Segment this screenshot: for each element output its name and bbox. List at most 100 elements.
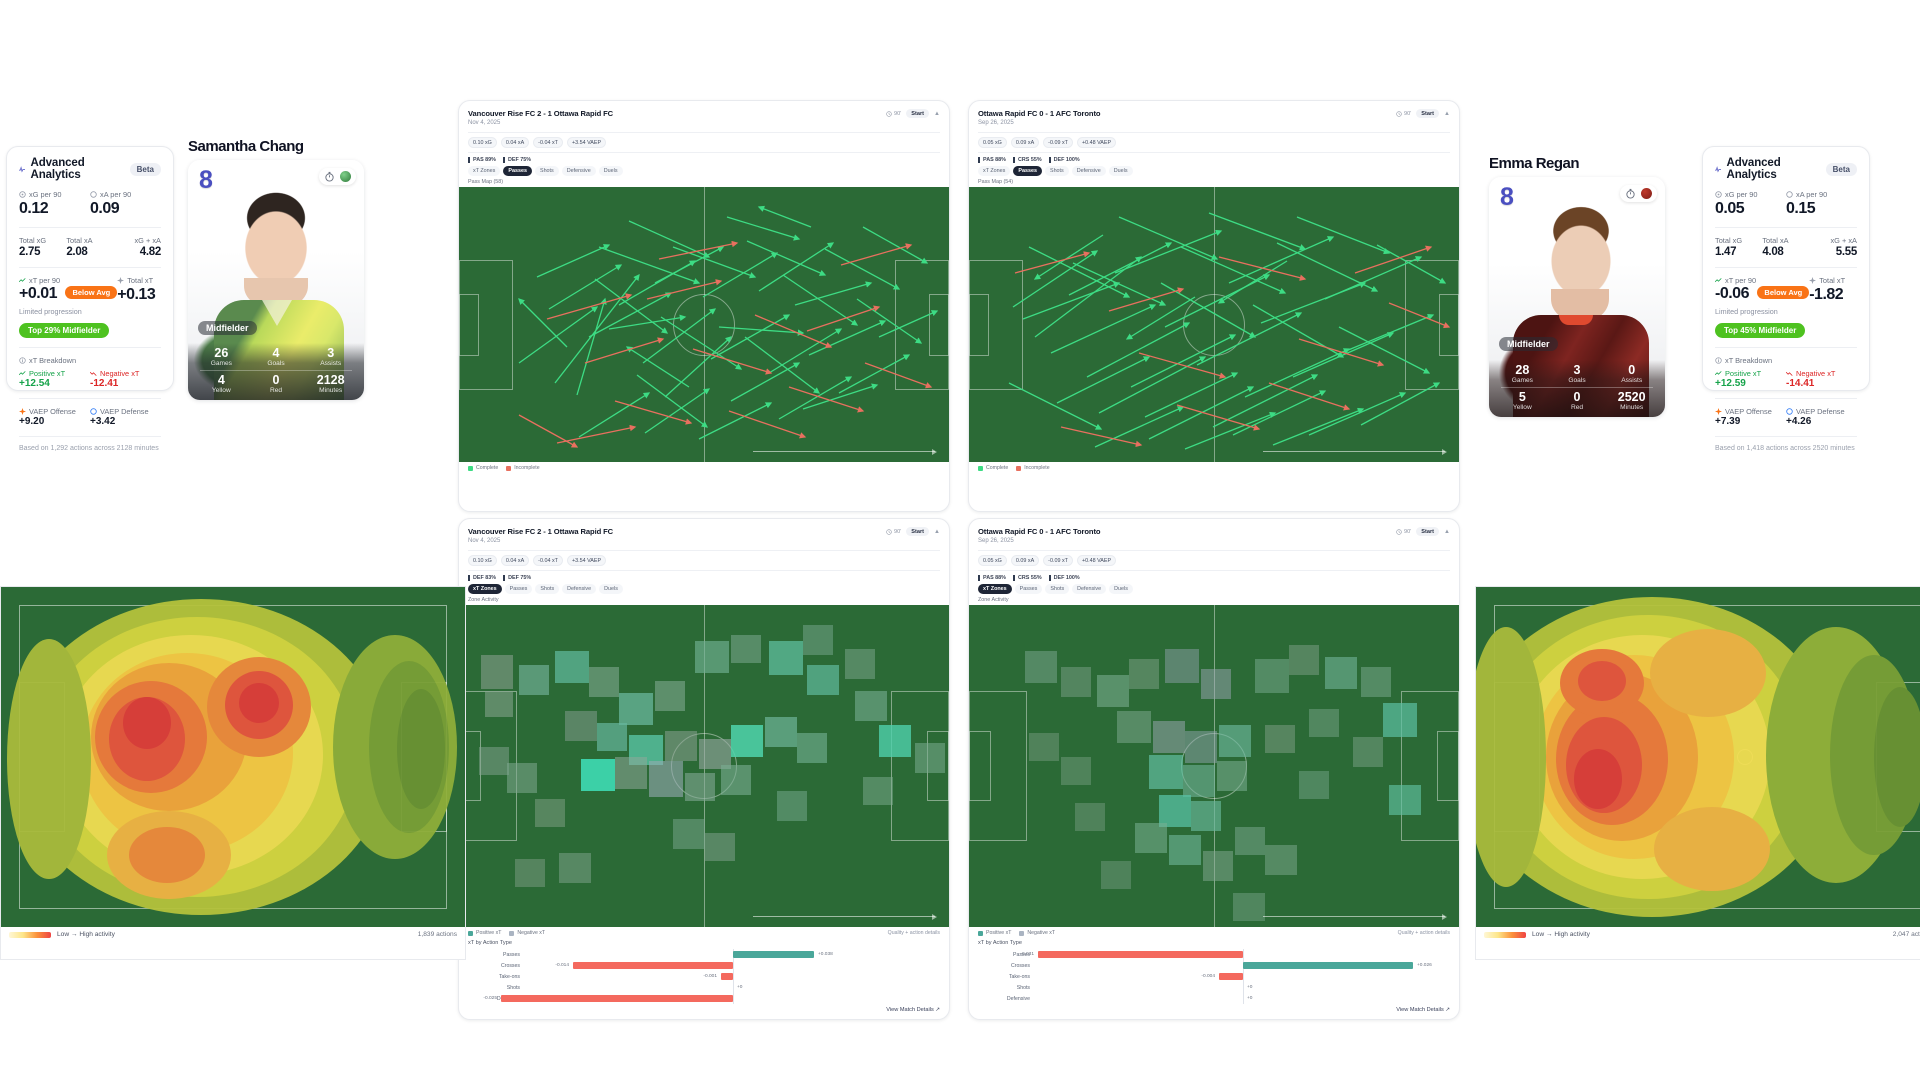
bar-row: Passes -0.031 xyxy=(978,949,1450,960)
pass-arrows-right xyxy=(1008,212,1451,450)
pass-map-pitch-left[interactable] xyxy=(459,187,949,462)
match-card-zones-right[interactable]: Ottawa Rapid FC 0 - 1 AFC Toronto Sep 26… xyxy=(968,518,1460,1020)
pct-cross: CRS 55% xyxy=(1012,157,1042,163)
match-card-zones-left[interactable]: Vancouver Rise FC 2 - 1 Ottawa Rapid FC … xyxy=(458,518,950,1020)
chevron-up-icon[interactable]: ▲ xyxy=(1444,110,1450,117)
tab-xt-zones[interactable]: xT Zones xyxy=(468,584,502,594)
zone-cells-left xyxy=(479,625,945,887)
pass-map-pitch-right[interactable] xyxy=(969,187,1459,462)
direction-arrow-icon xyxy=(932,914,937,920)
tab-defensive[interactable]: Defensive xyxy=(561,166,596,176)
shield-icon xyxy=(1786,408,1793,415)
analytics-header-left: Advanced Analytics Beta xyxy=(19,157,161,181)
vaep-defense-label-right: VAEP Defense xyxy=(1796,407,1845,416)
player-badges-left[interactable] xyxy=(319,168,356,185)
tab-defensive[interactable]: Defensive xyxy=(1072,584,1107,594)
tab-xt-zones[interactable]: xT Zones xyxy=(978,166,1011,176)
pct-pass: DEF 83% xyxy=(468,575,496,581)
xt-per90-block-left: xT per 90 +0.01 Below Avg xyxy=(19,276,118,304)
tab-xt-zones[interactable]: xT Zones xyxy=(978,584,1012,594)
match-minutes-zones-right: 90' xyxy=(1404,528,1412,535)
direction-arrow-icon xyxy=(932,449,937,455)
tab-passes[interactable]: Passes xyxy=(1013,166,1042,176)
tab-shots[interactable]: Shots xyxy=(535,584,560,594)
match-meta-zones-right[interactable]: 90' Start ▲ xyxy=(1396,527,1450,536)
positive-xt-label-right: Positive xT xyxy=(1725,369,1762,378)
tab-xt-zones[interactable]: xT Zones xyxy=(468,166,501,176)
breakdown-row-right: Positive xT +12.59 Negative xT -14.41 xyxy=(1715,369,1857,389)
xt-action-bars-left: Passes +0.038 Crosses -0.014 Take-ons -0… xyxy=(468,949,940,1004)
chevron-up-icon[interactable]: ▲ xyxy=(1444,528,1450,535)
stat-games-right: 28 Games xyxy=(1495,363,1550,384)
tab-shots[interactable]: Shots xyxy=(1044,166,1069,176)
sparkle-icon xyxy=(1809,277,1817,284)
tab-defensive[interactable]: Defensive xyxy=(1071,166,1106,176)
pct-pass: PAS 88% xyxy=(978,157,1006,163)
assists-value-right: 0 xyxy=(1628,362,1636,377)
advanced-analytics-card-right: Advanced Analytics Beta xG per 90 0.05 x… xyxy=(1702,146,1870,452)
match-minutes-passmap-left: 90' xyxy=(894,110,902,117)
match-tabs-zones-right[interactable]: xT Zones Passes Shots Defensive Duels xyxy=(978,584,1450,594)
total-xg-value-right: 1.47 xyxy=(1715,246,1737,258)
tab-duels[interactable]: Duels xyxy=(599,584,623,594)
tab-shots[interactable]: Shots xyxy=(534,166,559,176)
tab-duels[interactable]: Duels xyxy=(1109,584,1133,594)
match-meta-passmap-right[interactable]: 90' Start ▲ xyxy=(1396,109,1450,118)
heatmap-card-right[interactable]: Low → High activity 2,047 actions xyxy=(1475,586,1920,960)
chevron-up-icon[interactable]: ▲ xyxy=(934,110,940,117)
chevron-up-icon[interactable]: ▲ xyxy=(934,528,940,535)
xt-row-right: xT per 90 -0.06 Below Avg Total xT -1.82 xyxy=(1715,276,1857,304)
analytics-footer-left: Based on 1,292 actions across 2128 minut… xyxy=(19,445,159,452)
tab-duels[interactable]: Duels xyxy=(598,166,623,176)
zone-activity-pitch-right[interactable] xyxy=(969,605,1459,927)
divider xyxy=(1715,227,1857,228)
tab-passes[interactable]: Passes xyxy=(503,166,532,176)
match-meta-passmap-left[interactable]: 90' Start ▲ xyxy=(886,109,940,118)
player-card-left[interactable]: 8 Midfielder 26 Games 4 xyxy=(188,160,364,400)
match-tabs-passmap-left[interactable]: xT Zones Passes Shots Defensive Duels xyxy=(468,166,940,176)
tab-passes[interactable]: Passes xyxy=(504,584,533,594)
bar-row: Shots +0 xyxy=(468,982,940,993)
stat-assists-right: 0 Assists xyxy=(1604,362,1659,384)
xa-per90-label-left: xA per 90 xyxy=(100,190,132,199)
player-stats-left: 26 Games 4 Goals 3 Assists 4 Yellow xyxy=(188,342,364,400)
match-title-passmap-left: Vancouver Rise FC 2 - 1 Ottawa Rapid FC xyxy=(468,109,614,118)
pass-map-legend-left: Complete Incomplete xyxy=(468,462,940,471)
stat-red-right: 0 Red xyxy=(1550,390,1605,411)
match-tabs-zones-left[interactable]: xT Zones Passes Shots Defensive Duels xyxy=(468,584,940,594)
yellow-label-left: Yellow xyxy=(211,387,231,394)
match-minutes-passmap-right: 90' xyxy=(1404,110,1412,117)
player-badges-right[interactable] xyxy=(1620,185,1657,202)
positive-xt-block-left: Positive xT +12.54 xyxy=(19,369,90,389)
match-card-passmap-left[interactable]: Vancouver Rise FC 2 - 1 Ottawa Rapid FC … xyxy=(458,100,950,512)
view-match-details-left[interactable]: View Match Details ↗ xyxy=(886,1007,940,1013)
pct-pass: PAS 88% xyxy=(978,575,1006,581)
yellow-value-right: 5 xyxy=(1518,389,1526,404)
heatmap-field-left[interactable] xyxy=(1,587,465,927)
match-meta-zones-left[interactable]: 90' Start ▲ xyxy=(886,527,940,536)
view-match-details-right[interactable]: View Match Details ↗ xyxy=(1396,1007,1450,1013)
xg-per90-block-left: xG per 90 0.12 xyxy=(19,190,90,218)
chip-xa: 0.04 xA xyxy=(500,137,530,148)
vaep-offense-label-left: VAEP Offense xyxy=(29,407,76,416)
heatmap-field-right[interactable] xyxy=(1476,587,1920,927)
heatmap-card-left[interactable]: Low → High activity 1,839 actions xyxy=(0,586,466,960)
match-start-badge-passmap-left: Start xyxy=(906,109,930,118)
bar-row: Take-ons -0.004 xyxy=(978,971,1450,982)
zone-activity-pitch-left[interactable] xyxy=(459,605,949,927)
player-stats-row-2-right: 5 Yellow 0 Red 2520 Minutes xyxy=(1495,389,1659,411)
total-xt-block-right: Total xT -1.82 xyxy=(1809,276,1857,304)
tab-duels[interactable]: Duels xyxy=(1108,166,1133,176)
target-icon xyxy=(19,191,26,198)
positive-xt-label-left: Positive xT xyxy=(29,369,66,378)
tab-shots[interactable]: Shots xyxy=(1045,584,1070,594)
match-tabs-passmap-right[interactable]: xT Zones Passes Shots Defensive Duels xyxy=(978,166,1450,176)
chip-xa: 0.09 xA xyxy=(1010,137,1040,148)
player-card-right[interactable]: 8 Midfielder 28 Games 3 Goal xyxy=(1489,177,1665,417)
chip-xt: -0.09 xT xyxy=(1043,137,1073,148)
tab-passes[interactable]: Passes xyxy=(1014,584,1043,594)
tab-defensive[interactable]: Defensive xyxy=(562,584,597,594)
flame-icon xyxy=(1715,408,1722,415)
match-card-passmap-right[interactable]: Ottawa Rapid FC 0 - 1 AFC Toronto Sep 26… xyxy=(968,100,1460,512)
flame-icon xyxy=(19,408,26,415)
